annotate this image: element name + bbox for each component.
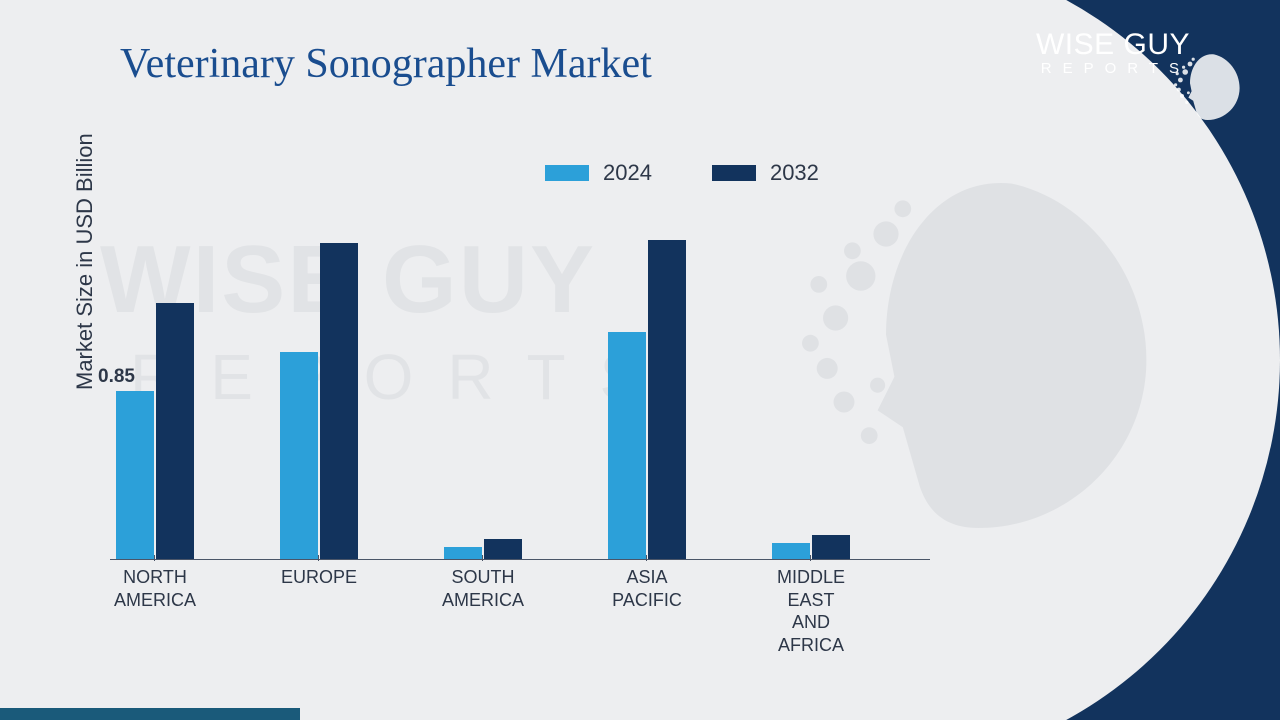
legend-swatch-2032 (712, 165, 756, 181)
axis-tick (482, 555, 483, 561)
axis-tick (646, 555, 647, 561)
bar (116, 391, 154, 559)
bar (608, 332, 646, 559)
legend: 2024 2032 (545, 160, 819, 186)
axis-tick (154, 555, 155, 561)
legend-label-2024: 2024 (603, 160, 652, 186)
category-label: SOUTHAMERICA (413, 566, 553, 611)
bar (812, 535, 850, 559)
bar (280, 352, 318, 559)
category-label: ASIAPACIFIC (577, 566, 717, 611)
brand-line2: REPORTS (1036, 60, 1190, 77)
legend-swatch-2024 (545, 165, 589, 181)
bar (156, 303, 194, 559)
category-label: NORTHAMERICA (85, 566, 225, 611)
bar-chart: 0.85NORTHAMERICAEUROPESOUTHAMERICAASIAPA… (110, 205, 930, 560)
category-label: EUROPE (249, 566, 389, 589)
brand-logo: WISE GUY REPORTS (1036, 28, 1246, 77)
axis-tick (318, 555, 319, 561)
y-axis-label: Market Size in USD Billion (72, 133, 98, 390)
brand-line1: WISE GUY (1036, 28, 1190, 62)
axis-tick (810, 555, 811, 561)
legend-label-2032: 2032 (770, 160, 819, 186)
bar-data-label: 0.85 (98, 366, 135, 388)
bar (772, 543, 810, 559)
chart-title: Veterinary Sonographer Market (120, 40, 652, 88)
bar (444, 547, 482, 559)
x-axis-line (110, 559, 930, 560)
page: WISE GUY REPORTS Veterinary Sonographer … (0, 0, 1280, 720)
bar (484, 539, 522, 559)
footer-accent-bar (0, 708, 300, 720)
legend-item-2032: 2032 (712, 160, 819, 186)
bar (648, 240, 686, 560)
bar (320, 243, 358, 559)
legend-item-2024: 2024 (545, 160, 652, 186)
category-label: MIDDLEEASTANDAFRICA (741, 566, 881, 656)
